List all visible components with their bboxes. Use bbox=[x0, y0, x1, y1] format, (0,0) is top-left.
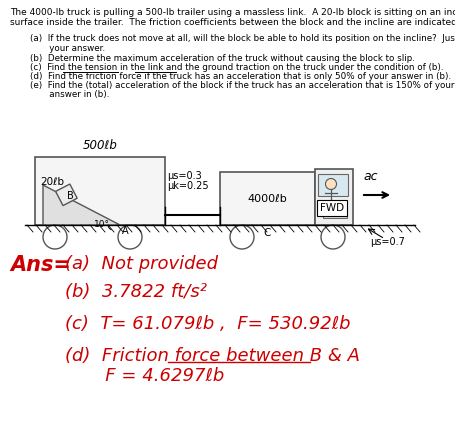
Text: B: B bbox=[66, 190, 73, 201]
Text: (d)  Friction force between B & A: (d) Friction force between B & A bbox=[65, 347, 359, 365]
Text: 4000ℓb: 4000ℓb bbox=[247, 193, 287, 204]
Text: (b)  3.7822 ft/s²: (b) 3.7822 ft/s² bbox=[65, 283, 207, 301]
Text: μs=0.7: μs=0.7 bbox=[369, 237, 404, 247]
Text: 10°: 10° bbox=[94, 220, 110, 229]
Bar bbox=[35, 157, 165, 225]
Text: 20ℓb: 20ℓb bbox=[40, 177, 64, 187]
Text: ac: ac bbox=[363, 170, 377, 183]
Polygon shape bbox=[56, 184, 77, 206]
Text: μs=0.3: μs=0.3 bbox=[167, 171, 201, 181]
Circle shape bbox=[229, 225, 253, 249]
Text: 500ℓb: 500ℓb bbox=[82, 139, 117, 152]
Text: answer in (b).: answer in (b). bbox=[30, 90, 109, 99]
Text: (b)  Determine the maximum acceleration of the truck without causing the block t: (b) Determine the maximum acceleration o… bbox=[30, 54, 414, 63]
Text: F = 4.6297ℓb: F = 4.6297ℓb bbox=[65, 367, 224, 385]
Polygon shape bbox=[43, 185, 120, 225]
Circle shape bbox=[118, 225, 142, 249]
Bar bbox=[322, 204, 346, 218]
Bar bbox=[317, 174, 347, 196]
Circle shape bbox=[320, 225, 344, 249]
Text: μk=0.25: μk=0.25 bbox=[167, 181, 208, 191]
Circle shape bbox=[325, 178, 336, 190]
Bar bbox=[314, 169, 352, 225]
Text: (e)  Find the (total) acceleration of the block if the truck has an acceleration: (e) Find the (total) acceleration of the… bbox=[30, 81, 454, 90]
Text: (a)  Not provided: (a) Not provided bbox=[65, 255, 217, 273]
Circle shape bbox=[43, 225, 67, 249]
Text: surface inside the trailer.  The friction coefficients between the block and the: surface inside the trailer. The friction… bbox=[10, 18, 455, 27]
Bar bbox=[219, 172, 314, 225]
Text: A: A bbox=[122, 226, 128, 236]
Text: (d)  Find the friction force if the truck has an acceleration that is only 50% o: (d) Find the friction force if the truck… bbox=[30, 72, 450, 81]
Text: C: C bbox=[263, 228, 271, 238]
Text: (a)  If the truck does not move at all, will the block be able to hold its posit: (a) If the truck does not move at all, w… bbox=[30, 34, 455, 43]
Text: FWD: FWD bbox=[319, 203, 344, 213]
Text: Ans=: Ans= bbox=[10, 255, 71, 275]
Text: The 4000-lb truck is pulling a 500-lb trailer using a massless link.  A 20-lb bl: The 4000-lb truck is pulling a 500-lb tr… bbox=[10, 8, 455, 17]
Text: (c)  T= 61.079ℓb ,  F= 530.92ℓb: (c) T= 61.079ℓb , F= 530.92ℓb bbox=[65, 315, 350, 333]
Text: (c)  Find the tension in the link and the ground traction on the truck under the: (c) Find the tension in the link and the… bbox=[30, 63, 443, 72]
Text: your answer.: your answer. bbox=[30, 44, 105, 53]
